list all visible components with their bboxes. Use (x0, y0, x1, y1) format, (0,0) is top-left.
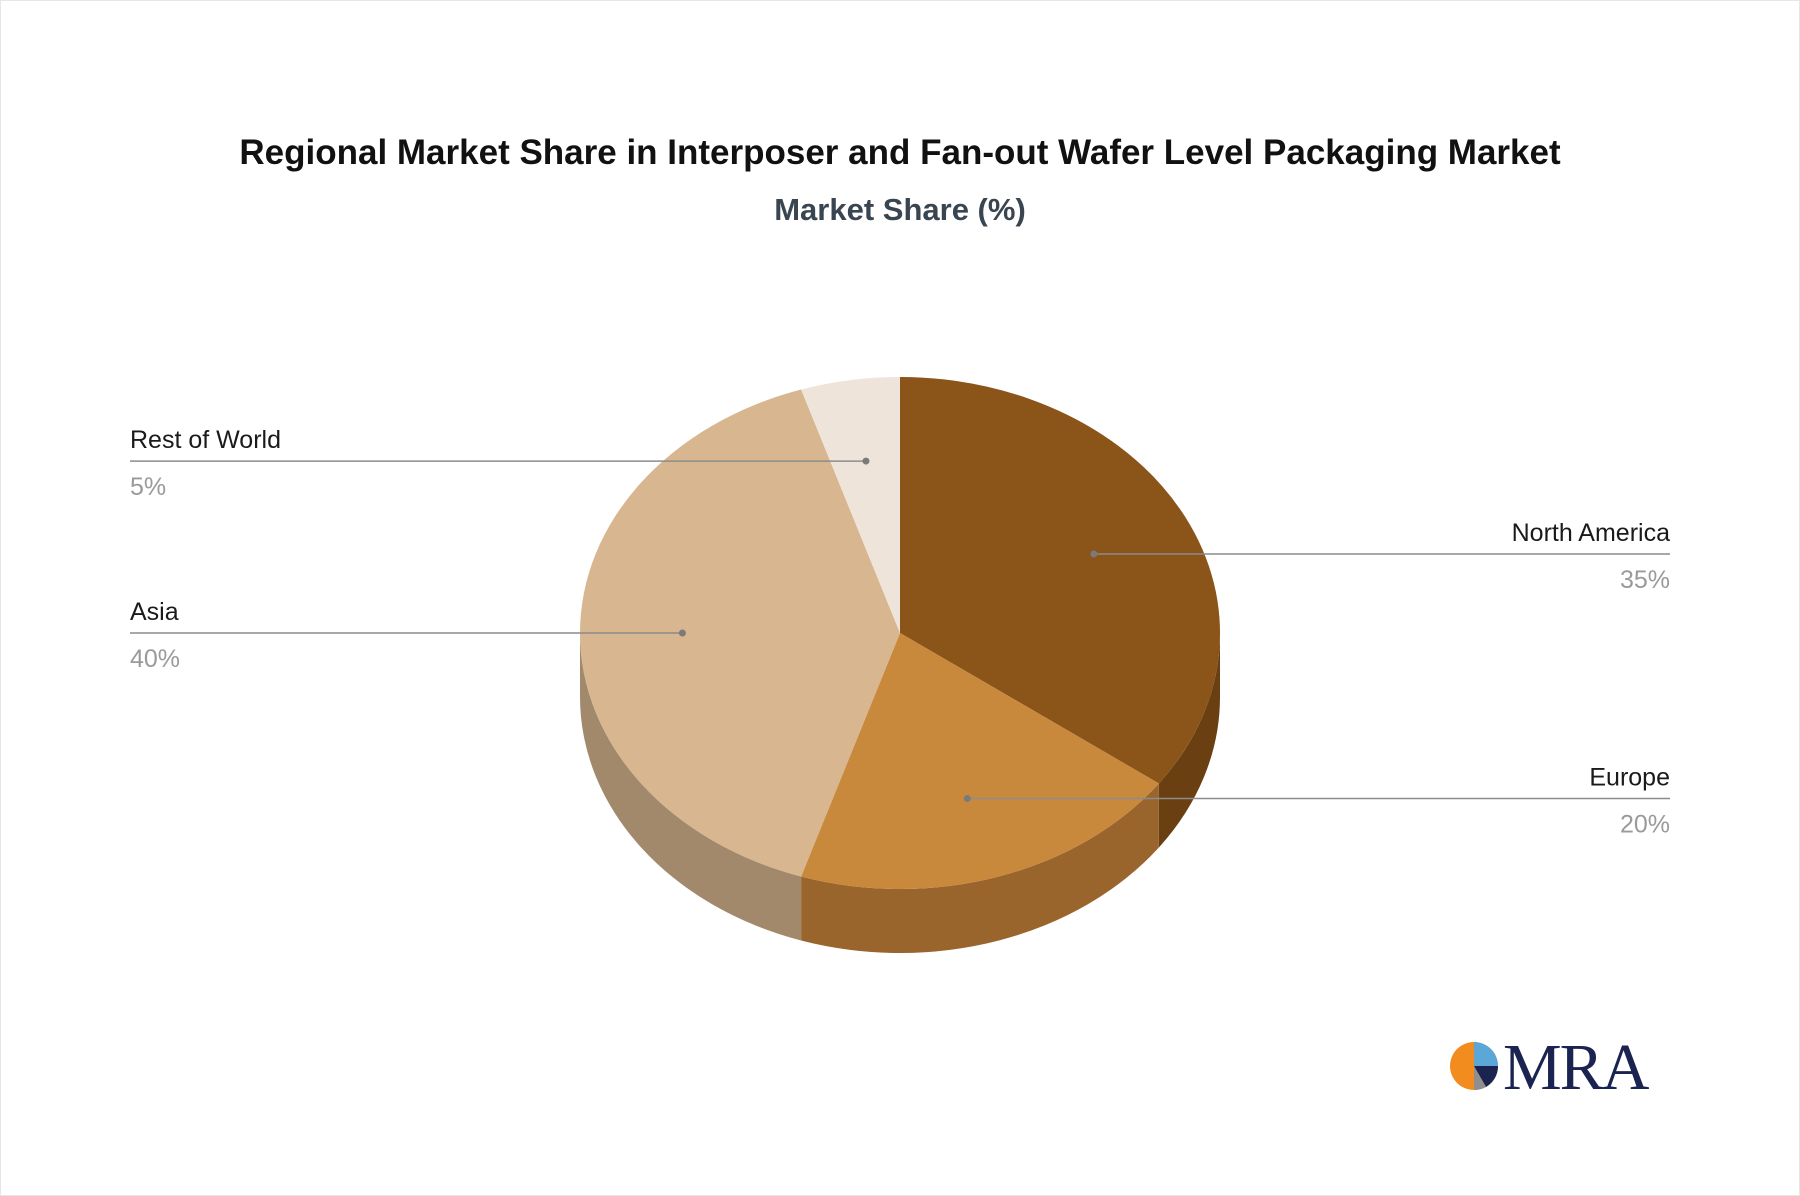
slice-value-asia: 40% (130, 645, 180, 673)
pie-labels: North America 35% Europe 20% Asia 40% Rest of … (130, 426, 1670, 839)
pie-side-asia (580, 633, 802, 941)
pie-slice-north-america (900, 377, 1220, 784)
slice-value-north-america: 35% (1620, 566, 1670, 594)
chart-subtitle: Market Share (%) (774, 192, 1026, 227)
slice-value-rest-of-world: 5% (130, 473, 166, 501)
chart-title: Regional Market Share in Interposer and … (239, 133, 1561, 172)
pie-slice-asia (580, 389, 900, 877)
logo-text: MRA (1503, 1031, 1649, 1104)
mra-logo-icon (1450, 1042, 1499, 1091)
pie-side-north-america (1158, 633, 1220, 848)
leader-dot-europe (963, 795, 971, 803)
slice-label-europe: Europe (1589, 764, 1670, 792)
logo-navy-segment (1474, 1066, 1499, 1087)
pie-sides (580, 633, 1220, 954)
leader-dot-rest-of-world (862, 457, 870, 465)
logo-grey-segment (1474, 1066, 1486, 1091)
pie-slice-europe (801, 633, 1159, 889)
slice-label-asia: Asia (130, 598, 179, 626)
slice-label-north-america: North America (1512, 519, 1670, 547)
pie-side-europe (801, 783, 1159, 954)
leader-dot-north-america (1090, 550, 1098, 558)
logo-blue-segment (1474, 1042, 1498, 1066)
slice-value-europe: 20% (1620, 811, 1670, 839)
pie-slices (580, 377, 1220, 889)
slice-label-rest-of-world: Rest of World (130, 426, 281, 454)
leader-dot-asia (678, 629, 686, 637)
pie-slice-rest-of-world (801, 377, 900, 633)
